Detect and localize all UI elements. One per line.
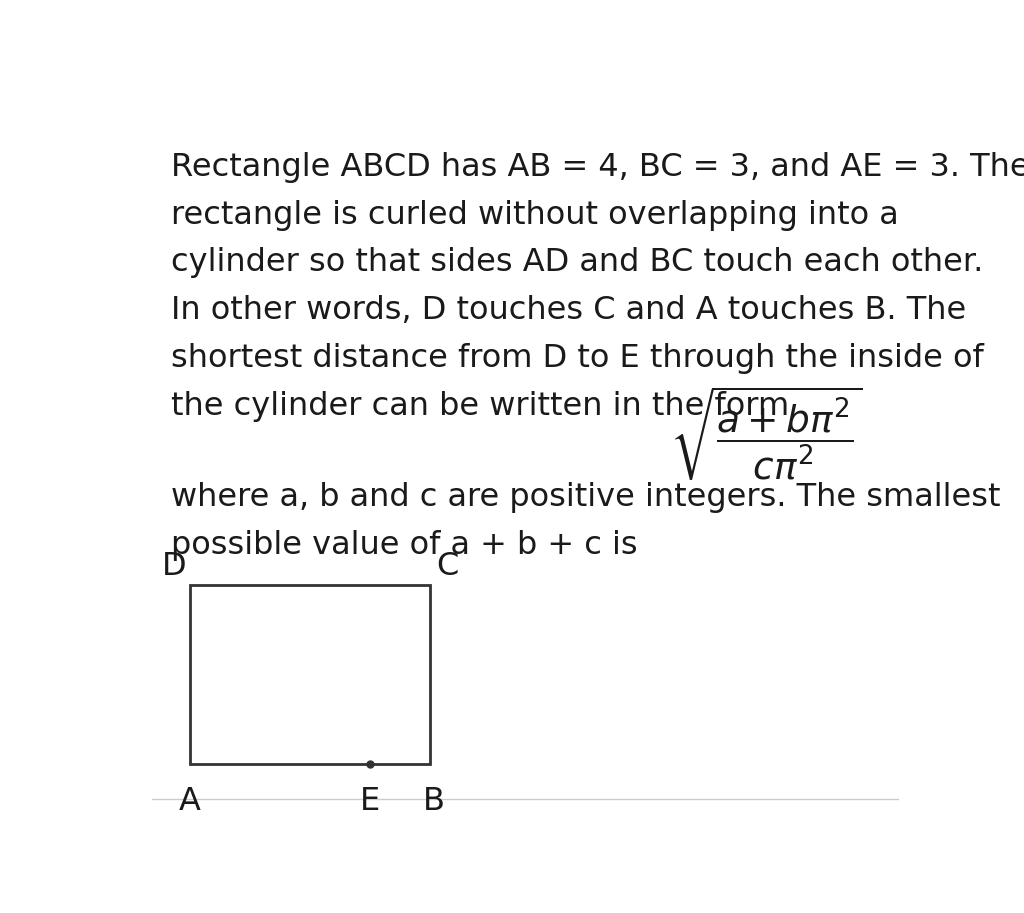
- Text: B: B: [423, 785, 445, 816]
- Text: $\sqrt{\dfrac{a+b\pi^2}{c\pi^2}}$: $\sqrt{\dfrac{a+b\pi^2}{c\pi^2}}$: [671, 384, 863, 483]
- Text: E: E: [360, 785, 380, 816]
- Text: possible value of a + b + c is: possible value of a + b + c is: [171, 530, 637, 561]
- Bar: [190, 585, 430, 764]
- Text: In other words, D touches C and A touches B. The: In other words, D touches C and A touche…: [171, 295, 966, 326]
- Text: cylinder so that sides AD and BC touch each other.: cylinder so that sides AD and BC touch e…: [171, 247, 983, 278]
- Text: D: D: [162, 551, 186, 582]
- Text: A: A: [179, 785, 201, 816]
- Text: rectangle is curled without overlapping into a: rectangle is curled without overlapping …: [171, 200, 898, 231]
- Text: the cylinder can be written in the form: the cylinder can be written in the form: [171, 391, 788, 422]
- Text: Rectangle ABCD has AB = 4, BC = 3, and AE = 3. The: Rectangle ABCD has AB = 4, BC = 3, and A…: [171, 152, 1024, 183]
- Text: where a, b and c are positive integers. The smallest: where a, b and c are positive integers. …: [171, 482, 1000, 513]
- Text: C: C: [436, 551, 459, 582]
- Text: shortest distance from D to E through the inside of: shortest distance from D to E through th…: [171, 343, 983, 373]
